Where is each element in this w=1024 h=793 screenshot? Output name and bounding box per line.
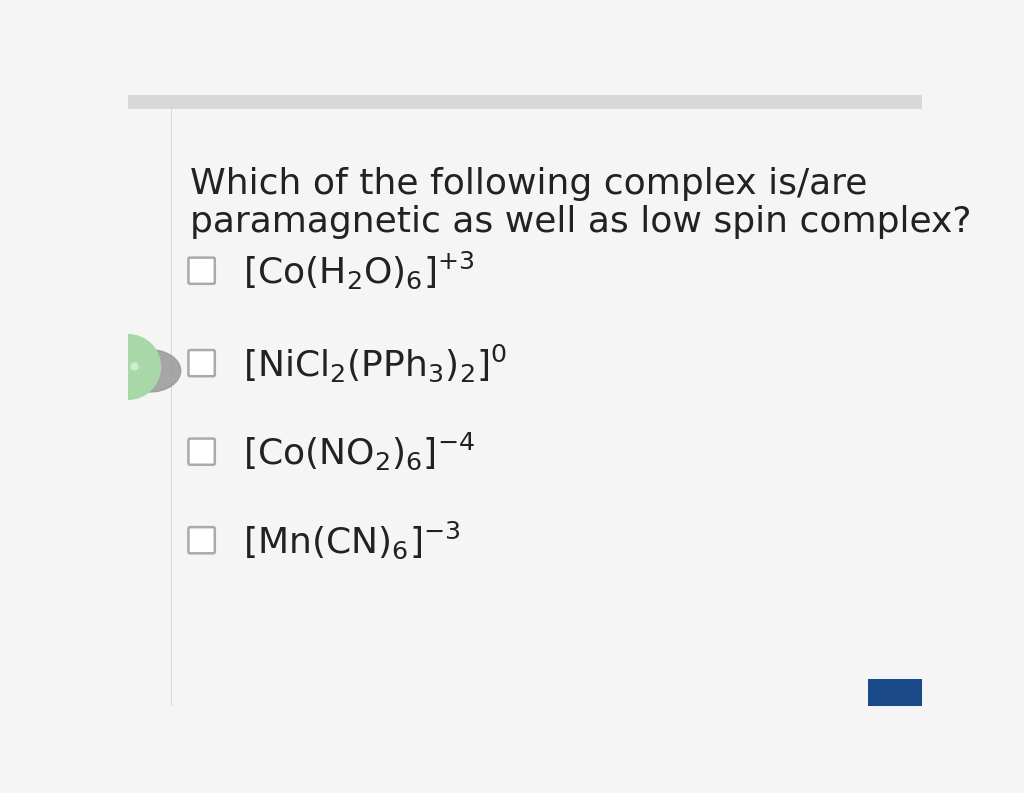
Text: $\mathregular{[NiCl_2(PPh_3)_2]^{0}}$: $\mathregular{[NiCl_2(PPh_3)_2]^{0}}$ (243, 343, 507, 384)
Text: $\mathregular{[Co(H_2O)_6]^{+3}}$: $\mathregular{[Co(H_2O)_6]^{+3}}$ (243, 250, 474, 292)
Bar (868, 679, 922, 706)
Bar (128, 95, 922, 109)
Text: $\mathregular{[Co(NO_2)_6]^{-4}}$: $\mathregular{[Co(NO_2)_6]^{-4}}$ (243, 431, 475, 473)
Bar (171, 95, 172, 706)
Circle shape (95, 335, 161, 400)
FancyBboxPatch shape (188, 527, 215, 554)
Text: Which of the following complex is/are: Which of the following complex is/are (190, 167, 867, 201)
FancyBboxPatch shape (188, 258, 215, 284)
FancyBboxPatch shape (188, 350, 215, 376)
FancyBboxPatch shape (188, 439, 215, 465)
Text: $\mathregular{[Mn(CN)_6]^{-3}}$: $\mathregular{[Mn(CN)_6]^{-3}}$ (243, 519, 461, 561)
Text: paramagnetic as well as low spin complex?: paramagnetic as well as low spin complex… (190, 205, 972, 239)
Ellipse shape (119, 350, 180, 392)
